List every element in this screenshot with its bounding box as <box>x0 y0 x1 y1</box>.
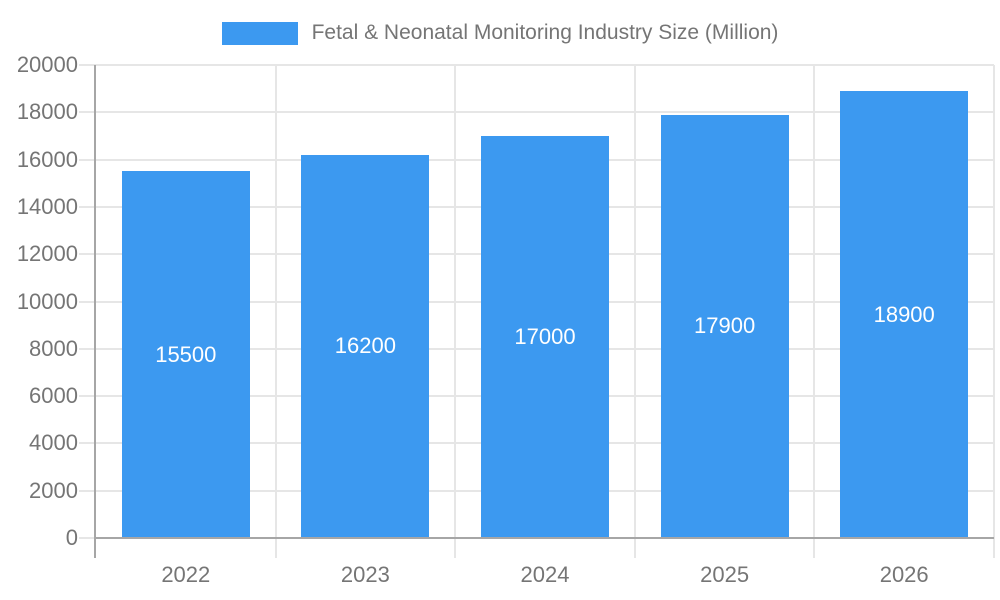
gridline-horizontal <box>96 111 994 114</box>
x-axis-label: 2023 <box>340 562 390 587</box>
y-axis-tick <box>79 347 96 350</box>
gridline-vertical <box>813 65 816 558</box>
y-axis-label: 4000 <box>29 430 78 456</box>
gridline-vertical <box>633 65 636 558</box>
x-axis-label: 2026 <box>879 562 929 587</box>
y-axis-label: 10000 <box>16 288 78 314</box>
y-axis-tick <box>79 537 96 539</box>
bar-value-label: 17000 <box>514 323 576 349</box>
gridline-vertical <box>274 65 277 558</box>
y-axis-label: 2000 <box>29 477 78 503</box>
gridline-vertical <box>993 65 995 558</box>
bar-2024[interactable] <box>481 135 609 538</box>
bar-value-label: 16200 <box>334 333 396 359</box>
bar-2026[interactable] <box>840 91 969 538</box>
y-axis-label: 0 <box>65 525 78 550</box>
y-axis-label: 14000 <box>16 193 78 219</box>
bar-value-label: 17900 <box>694 313 756 339</box>
y-axis-line <box>94 65 96 558</box>
y-axis-label: 8000 <box>29 335 78 361</box>
bar-value-label: 18900 <box>873 301 935 327</box>
bar-2025[interactable] <box>660 114 789 538</box>
y-axis-tick <box>79 205 96 208</box>
y-axis-label: 18000 <box>16 99 78 125</box>
bar-2022[interactable] <box>121 171 250 538</box>
y-axis-tick <box>79 158 96 161</box>
y-axis-tick <box>79 300 96 303</box>
y-axis-label: 20000 <box>16 52 78 77</box>
y-axis-label: 12000 <box>16 241 78 267</box>
y-axis-label: 6000 <box>29 383 78 409</box>
y-axis-label: 16000 <box>16 146 78 172</box>
x-axis-label: 2025 <box>700 562 750 587</box>
y-axis-tick <box>79 64 96 66</box>
x-axis-label: 2022 <box>161 562 211 587</box>
y-axis-tick <box>79 442 96 445</box>
gridline-horizontal <box>96 64 994 66</box>
x-axis-label: 2024 <box>520 562 570 587</box>
y-axis-tick <box>79 489 96 492</box>
y-axis-tick <box>79 253 96 256</box>
y-axis-tick <box>79 395 96 398</box>
gridline-vertical <box>454 65 457 558</box>
y-axis-tick <box>79 111 96 114</box>
bar-value-label: 15500 <box>155 341 217 367</box>
chart-legend: Fetal & Neonatal Monitoring Industry Siz… <box>0 20 1000 46</box>
legend-swatch <box>221 21 298 45</box>
x-axis-line <box>94 537 994 539</box>
chart-title: Fetal & Neonatal Monitoring Industry Siz… <box>311 21 779 44</box>
bar-2023[interactable] <box>301 154 430 538</box>
